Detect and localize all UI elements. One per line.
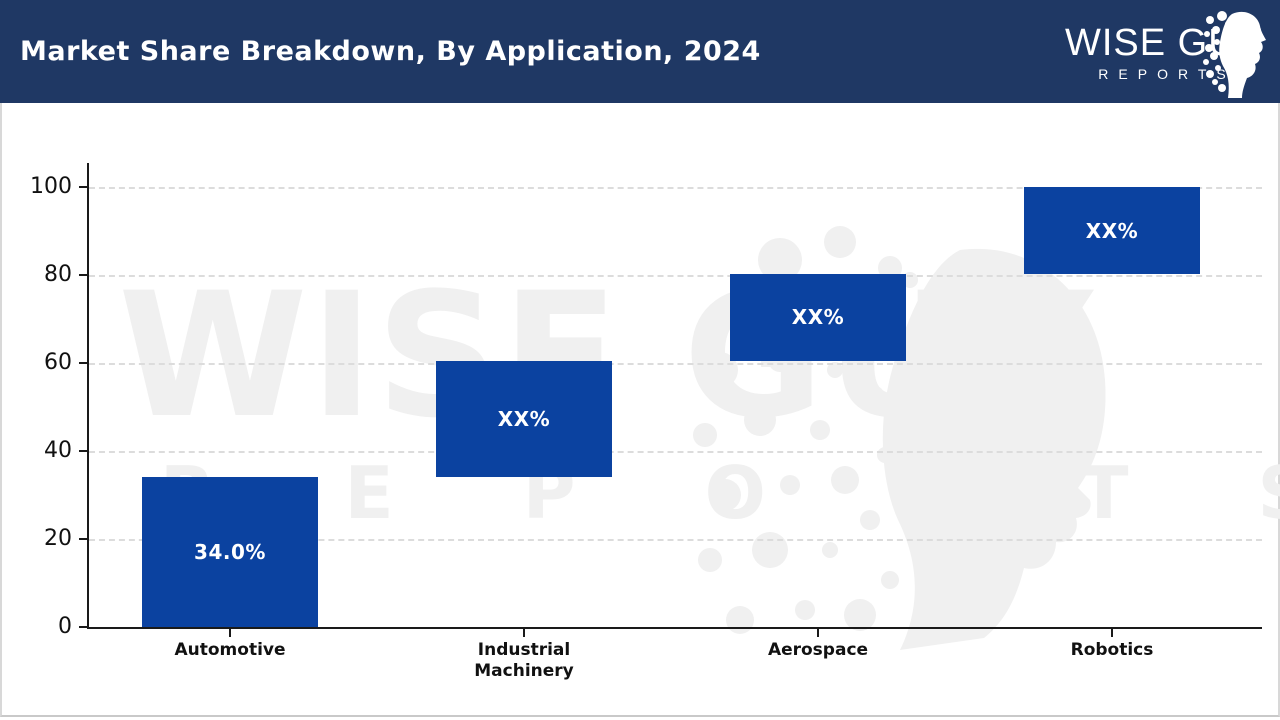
dotted-head-icon	[1203, 11, 1266, 98]
y-tick-label: 80	[44, 262, 72, 287]
x-tick-mark	[1111, 629, 1113, 637]
bar-value-label: XX%	[791, 305, 845, 330]
wise-guy-logo: WISE GUY REPORTS	[1030, 6, 1268, 98]
y-tick-label: 40	[44, 438, 72, 463]
gridline	[89, 187, 1262, 189]
logo-subtitle: REPORTS	[1098, 66, 1236, 82]
y-tick-mark	[79, 274, 87, 276]
bar-value-label: XX%	[497, 407, 551, 432]
bar: 34.0%	[142, 477, 318, 627]
y-tick-label: 100	[30, 174, 72, 199]
gridline	[89, 539, 1262, 541]
category-label: Robotics	[1070, 640, 1154, 660]
y-tick-label: 60	[44, 350, 72, 375]
bar-value-label: 34.0%	[194, 540, 266, 565]
page-title: Market Share Breakdown, By Application, …	[20, 36, 761, 67]
x-tick-mark	[229, 629, 231, 637]
header-bar: Market Share Breakdown, By Application, …	[0, 0, 1280, 103]
content-frame	[0, 103, 1280, 717]
x-tick-mark	[523, 629, 525, 637]
y-tick-label: 0	[58, 614, 72, 639]
gridline	[89, 363, 1262, 365]
y-tick-mark	[79, 450, 87, 452]
x-tick-mark	[817, 629, 819, 637]
category-label: Aerospace	[767, 640, 869, 660]
y-tick-mark	[79, 626, 87, 628]
y-axis-line	[87, 163, 89, 629]
category-label: Automotive	[174, 640, 286, 660]
plot-area: 34.0% XX% XX% XX%	[89, 163, 1262, 627]
y-tick-mark	[79, 362, 87, 364]
y-tick-mark	[79, 538, 87, 540]
bar: XX%	[436, 360, 612, 478]
y-tick-label: 20	[44, 526, 72, 551]
gridline	[89, 451, 1262, 453]
bar: XX%	[730, 274, 906, 361]
bar-value-label: XX%	[1085, 218, 1139, 243]
bar: XX%	[1024, 187, 1200, 275]
x-axis-line	[87, 627, 1262, 629]
gridline	[89, 275, 1262, 277]
category-label: Industrial Machinery	[474, 640, 574, 681]
y-tick-mark	[79, 186, 87, 188]
